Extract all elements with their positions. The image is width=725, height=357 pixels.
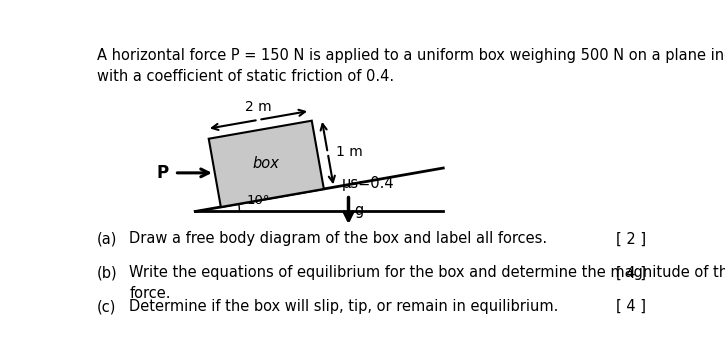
Text: Write the equations of equilibrium for the box and determine the magnitude of th: Write the equations of equilibrium for t… [129, 265, 725, 301]
Polygon shape [209, 121, 324, 207]
Text: 1 m: 1 m [336, 145, 363, 159]
Text: (c): (c) [97, 299, 116, 314]
Text: [ 2 ]: [ 2 ] [616, 231, 646, 246]
Text: (a): (a) [97, 231, 117, 246]
Text: (b): (b) [97, 265, 117, 280]
Text: g: g [354, 203, 363, 218]
Text: 2 m: 2 m [245, 100, 272, 115]
Text: Determine if the box will slip, tip, or remain in equilibrium.: Determine if the box will slip, tip, or … [129, 299, 559, 314]
Text: Draw a free body diagram of the box and label all forces.: Draw a free body diagram of the box and … [129, 231, 547, 246]
Text: P: P [156, 164, 168, 182]
Text: [ 4 ]: [ 4 ] [616, 299, 646, 314]
Text: [ 4 ]: [ 4 ] [616, 265, 646, 280]
Text: A horizontal force P = 150 N is applied to a uniform box weighing 500 N on a pla: A horizontal force P = 150 N is applied … [97, 48, 725, 84]
Text: 10°: 10° [247, 194, 270, 207]
Text: box: box [253, 156, 280, 171]
Text: μs=0.4: μs=0.4 [341, 176, 394, 191]
